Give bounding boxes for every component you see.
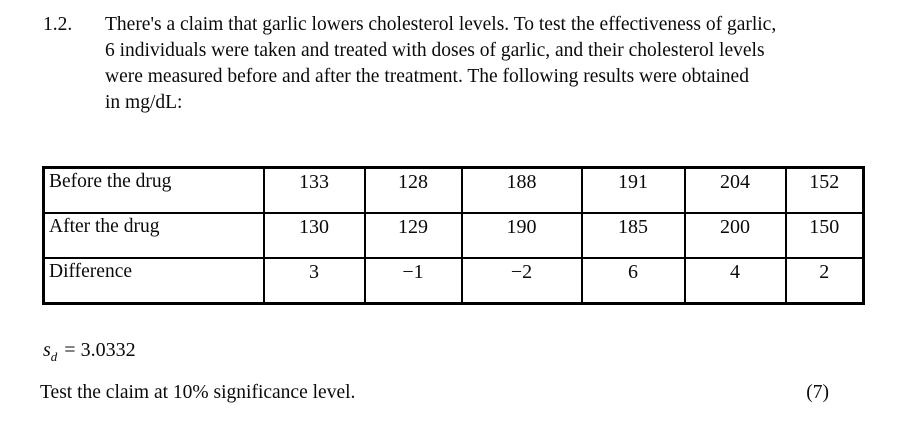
cell-diff-5: 4 (683, 257, 787, 305)
question-line-3: were measured before and after the treat… (105, 66, 749, 87)
sd-statistic: sd = 3.0332 (43, 339, 136, 364)
marks-badge: (7) (806, 382, 829, 403)
cell-before-2: 128 (363, 166, 463, 214)
cell-before-3: 188 (460, 166, 583, 214)
cell-diff-6: 2 (784, 257, 865, 305)
question-number: 1.2. (43, 14, 73, 35)
cell-before-1: 133 (262, 166, 366, 214)
sd-symbol: s (43, 339, 51, 361)
cell-diff-2: −1 (363, 257, 463, 305)
cell-before-4: 191 (580, 166, 686, 214)
question-line-1: There's a claim that garlic lowers chole… (105, 14, 777, 35)
cell-before-5: 204 (683, 166, 787, 214)
cell-after-3: 190 (460, 212, 583, 259)
sd-subscript: d (50, 349, 58, 364)
row-label-difference: Difference (42, 257, 265, 305)
cell-after-6: 150 (784, 212, 865, 259)
table-row-difference: Difference 3 −1 −2 6 4 2 (42, 257, 865, 305)
table-row-after: After the drug 130 129 190 185 200 150 (42, 212, 865, 259)
instruction-text: Test the claim at 10% significance level… (40, 382, 356, 403)
question-line-2: 6 individuals were taken and treated wit… (105, 40, 765, 61)
cell-diff-1: 3 (262, 257, 366, 305)
footer-row: Test the claim at 10% significance level… (40, 380, 829, 406)
question-block: 1.2. There's a claim that garlic lowers … (43, 12, 776, 116)
cell-diff-3: −2 (460, 257, 583, 305)
question-line-4: in mg/dL: (105, 92, 183, 113)
row-label-after: After the drug (42, 212, 265, 259)
cell-after-1: 130 (262, 212, 366, 259)
sd-value: = 3.0332 (64, 339, 136, 361)
cell-before-6: 152 (784, 166, 865, 214)
cell-after-2: 129 (363, 212, 463, 259)
row-label-before: Before the drug (42, 166, 265, 214)
cell-after-5: 200 (683, 212, 787, 259)
results-table: Before the drug 133 128 188 191 204 152 … (42, 166, 865, 305)
table-row-before: Before the drug 133 128 188 191 204 152 (42, 166, 865, 214)
question-text: There's a claim that garlic lowers chole… (105, 12, 776, 116)
cell-diff-4: 6 (580, 257, 686, 305)
cell-after-4: 185 (580, 212, 686, 259)
